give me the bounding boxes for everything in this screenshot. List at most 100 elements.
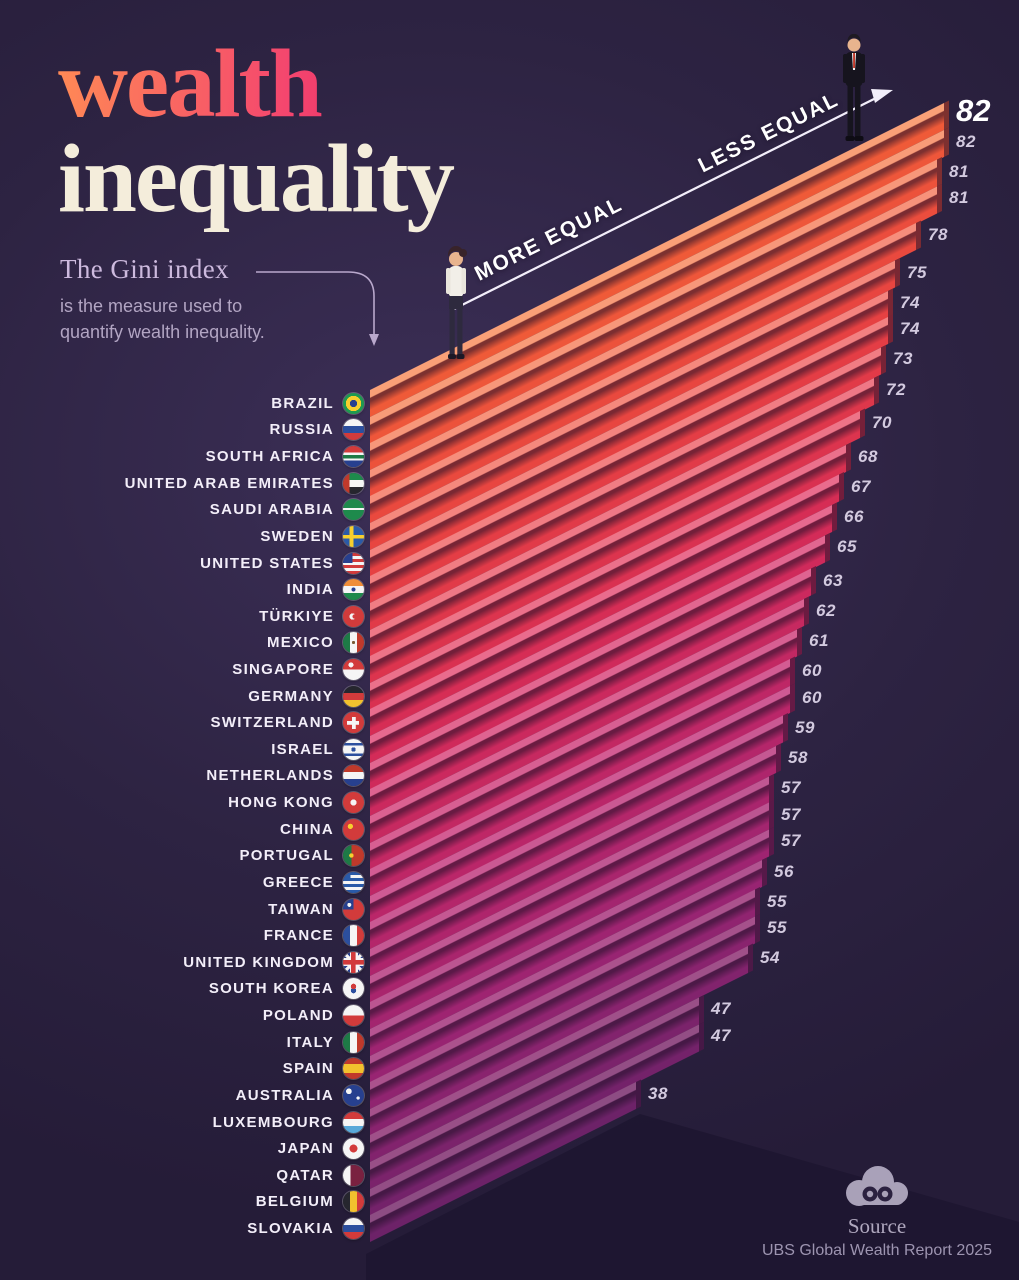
value-label-brazil: 82: [956, 93, 991, 128]
flag-icon-united-kingdom: [343, 951, 364, 973]
country-list: BRAZIL RUSSIA SOUTH AFRICA UNITED ARAB EMIR…: [0, 0, 364, 1280]
country-label-china: CHINA: [280, 820, 334, 838]
flag-icon-south-africa: [343, 446, 364, 468]
country-row: GREECE: [0, 869, 364, 896]
flag-icon-slovakia: [343, 1218, 364, 1240]
country-label-portugal: PORTUGAL: [239, 847, 334, 865]
flag-icon-greece: [343, 871, 364, 893]
gini-note-heading: The Gini index: [60, 254, 230, 284]
country-label-spain: SPAIN: [282, 1060, 334, 1078]
country-label-south-korea: SOUTH KOREA: [208, 980, 334, 998]
flag-icon-taiwan: [343, 898, 364, 920]
country-label-brazil: BRAZIL: [271, 394, 334, 412]
country-label-israel: ISRAEL: [271, 740, 334, 758]
flag-icon-netherlands: [343, 765, 364, 787]
flag-icon-switzerland: [343, 712, 364, 734]
value-label-poland: 57: [781, 804, 801, 824]
country-row: PORTUGAL: [0, 842, 364, 869]
country-row: SOUTH KOREA: [0, 975, 364, 1002]
country-row: RUSSIA: [0, 416, 364, 443]
value-label-saudi-arabia: 78: [928, 225, 948, 245]
value-label-singapore: 70: [872, 413, 892, 433]
country-label-sweden: SWEDEN: [260, 527, 334, 545]
country-row: TAIWAN: [0, 896, 364, 923]
country-row: AUSTRALIA: [0, 1082, 364, 1109]
flag-icon-israel: [343, 738, 364, 760]
country-row: SLOVAKIA: [0, 1215, 364, 1242]
country-label-taiwan: TAIWAN: [268, 900, 334, 918]
country-row: MEXICO: [0, 629, 364, 656]
country-row: QATAR: [0, 1162, 364, 1189]
value-label-greece: 60: [802, 661, 822, 681]
value-label-china: 62: [816, 600, 836, 620]
value-label-united-arab-emirates: 81: [949, 188, 969, 208]
country-row: FRANCE: [0, 922, 364, 949]
country-row: SPAIN: [0, 1055, 364, 1082]
country-label-russia: RUSSIA: [269, 421, 334, 439]
country-label-japan: JAPAN: [277, 1140, 334, 1158]
country-label-luxembourg: LUXEMBOURG: [212, 1113, 334, 1131]
flag-icon-japan: [343, 1138, 364, 1160]
country-label-india: INDIA: [286, 581, 334, 599]
country-label-qatar: QATAR: [276, 1166, 334, 1184]
country-row: SAUDI ARABIA: [0, 496, 364, 523]
flag-icon-germany: [343, 685, 364, 707]
country-row: HONG KONG: [0, 789, 364, 816]
country-label-australia: AUSTRALIA: [235, 1086, 334, 1104]
country-label-singapore: SINGAPORE: [232, 661, 334, 678]
country-label-united-arab-emirates: UNITED ARAB EMIRATES: [124, 474, 334, 492]
value-label-qatar: 47: [711, 999, 731, 1019]
flag-icon-united-arab-emirates: [343, 472, 364, 494]
country-label-belgium: BELGIUM: [255, 1193, 334, 1211]
flag-icon-china: [343, 818, 364, 840]
value-label-spain: 56: [774, 861, 794, 881]
value-label-india: 74: [900, 319, 920, 339]
value-label-taiwan: 60: [802, 687, 822, 707]
flag-icon-hong-kong: [343, 792, 364, 814]
value-label-luxembourg: 55: [767, 918, 787, 938]
country-row: NETHERLANDS: [0, 762, 364, 789]
title-word-wealth: wealth: [58, 35, 453, 132]
country-label-germany: GERMANY: [248, 687, 334, 705]
value-label-france: 59: [795, 717, 815, 737]
flag-icon-brazil: [343, 392, 364, 414]
flag-icon-t-rkiye: [343, 605, 364, 627]
country-row: JAPAN: [0, 1135, 364, 1162]
flag-icon-sweden: [343, 525, 364, 547]
visual-capitalist-cloud-icon: [846, 1166, 908, 1206]
country-label-t-rkiye: TÜRKIYE: [259, 607, 334, 625]
page-title: wealth inequality: [58, 35, 455, 227]
country-label-slovakia: SLOVAKIA: [247, 1220, 334, 1238]
value-label-t-rkiye: 73: [893, 349, 913, 369]
value-label-israel: 66: [844, 507, 864, 527]
gini-note: The Gini index is the measure used to qu…: [60, 254, 272, 345]
country-row: UNITED ARAB EMIRATES: [0, 470, 364, 497]
country-row: BRAZIL: [0, 390, 364, 417]
flag-icon-mexico: [343, 632, 364, 654]
flag-icon-poland: [343, 1005, 364, 1027]
flag-icon-italy: [343, 1031, 364, 1053]
country-label-united-states: UNITED STATES: [200, 554, 334, 572]
value-label-hong-kong: 63: [823, 570, 843, 590]
value-label-united-states: 74: [900, 292, 920, 312]
country-row: BELGIUM: [0, 1188, 364, 1215]
flag-icon-spain: [343, 1058, 364, 1080]
country-row: ISRAEL: [0, 736, 364, 763]
flag-icon-india: [343, 579, 364, 601]
flag-icon-saudi-arabia: [343, 499, 364, 521]
country-label-switzerland: SWITZERLAND: [210, 714, 334, 732]
value-label-germany: 68: [858, 446, 878, 466]
country-row: GERMANY: [0, 683, 364, 710]
country-row: SWITZERLAND: [0, 709, 364, 736]
value-label-portugal: 61: [809, 631, 829, 651]
value-label-switzerland: 67: [851, 476, 871, 496]
country-label-italy: ITALY: [286, 1033, 334, 1051]
country-label-poland: POLAND: [262, 1007, 334, 1025]
value-label-australia: 55: [767, 891, 787, 911]
flag-icon-france: [343, 925, 364, 947]
country-label-france: FRANCE: [263, 927, 334, 945]
country-label-saudi-arabia: SAUDI ARABIA: [209, 501, 334, 519]
country-row: TÜRKIYE: [0, 603, 364, 630]
